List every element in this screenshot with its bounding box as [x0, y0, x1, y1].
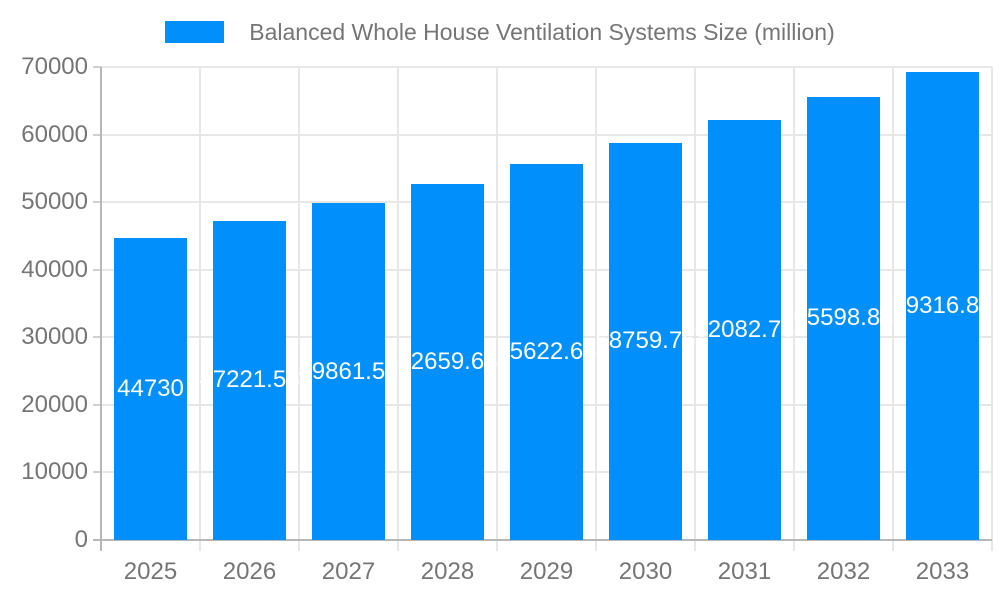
bar-2033[interactable]	[906, 71, 979, 540]
gridline-vertical	[199, 67, 201, 551]
bar-value-label: 58759.76	[595, 327, 696, 355]
x-tick-label: 2028	[420, 558, 475, 585]
y-tick-label: 0	[74, 526, 88, 553]
bar-value-label: 47221.55	[199, 366, 300, 394]
gridline-vertical	[892, 67, 894, 551]
gridline-horizontal	[101, 133, 992, 136]
y-axis-tick	[93, 336, 101, 339]
y-axis-tick	[93, 471, 101, 474]
x-tick-label: 2033	[915, 558, 970, 585]
gridline-vertical	[397, 67, 399, 551]
y-tick-label: 30000	[21, 323, 88, 351]
y-axis-tick	[93, 201, 101, 204]
y-axis-tick	[93, 133, 101, 136]
x-tick-label: 2026	[222, 558, 277, 585]
gridline-horizontal	[101, 66, 992, 68]
gridline-vertical	[595, 67, 597, 551]
gridline-vertical	[991, 67, 993, 551]
bar-2032[interactable]	[807, 96, 880, 540]
y-tick-label: 40000	[21, 255, 88, 283]
x-tick-label: 2025	[123, 558, 178, 585]
bar-value-label: 49861.57	[298, 357, 399, 385]
bar-2028[interactable]	[411, 184, 484, 540]
bar-value-label: 62082.75	[694, 316, 795, 344]
bar-2025[interactable]	[114, 237, 187, 540]
gridline-vertical	[496, 67, 498, 551]
bar-value-label: 44730	[117, 374, 184, 402]
x-tick-label: 2029	[519, 558, 574, 585]
gridline-vertical	[298, 67, 300, 551]
x-tick-label: 2031	[717, 558, 772, 585]
bar-2026[interactable]	[213, 220, 286, 540]
y-axis-tick	[93, 268, 101, 271]
bar-value-label: 52659.68	[397, 348, 498, 376]
legend: Balanced Whole House Ventilation Systems…	[0, 20, 1000, 44]
bar-value-label: 55622.63	[496, 338, 597, 366]
y-axis-tick	[93, 403, 101, 406]
y-axis-line	[100, 67, 102, 551]
y-tick-label: 50000	[21, 188, 88, 216]
bar-value-label: 65598.88	[793, 304, 894, 332]
y-tick-label: 70000	[21, 53, 88, 80]
gridline-vertical	[694, 67, 696, 551]
bar-2030[interactable]	[609, 142, 682, 540]
y-tick-label: 20000	[21, 390, 88, 418]
legend-swatch-icon	[165, 21, 225, 43]
y-tick-label: 60000	[21, 120, 88, 148]
y-tick-label: 10000	[21, 458, 88, 486]
x-axis-line	[93, 539, 992, 541]
y-axis-tick	[93, 66, 101, 68]
bar-2031[interactable]	[708, 120, 781, 540]
x-tick-label: 2032	[816, 558, 871, 585]
bar-2029[interactable]	[510, 164, 583, 540]
gridline-vertical	[793, 67, 795, 551]
x-tick-label: 2030	[618, 558, 673, 585]
legend-series-label: Balanced Whole House Ventilation Systems…	[249, 19, 835, 45]
legend-item[interactable]: Balanced Whole House Ventilation Systems…	[165, 20, 835, 44]
x-tick-label: 2027	[321, 558, 376, 585]
bar-value-label: 69316.82	[892, 291, 993, 319]
bar-2027[interactable]	[312, 203, 385, 540]
